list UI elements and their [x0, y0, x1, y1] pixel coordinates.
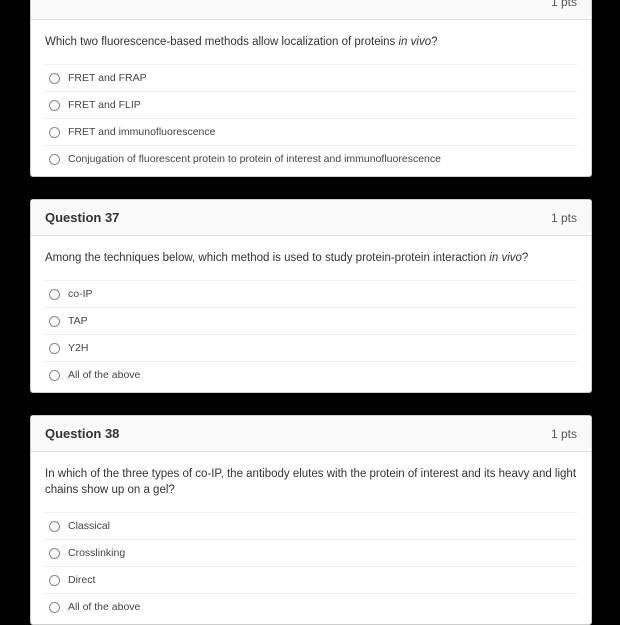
question-text: Among the techniques below, which method… — [45, 250, 577, 266]
home-indicator — [255, 578, 365, 582]
option-row[interactable]: All of the above — [45, 593, 577, 620]
radio-icon[interactable] — [49, 127, 60, 138]
radio-icon[interactable] — [49, 316, 60, 327]
option-label: TAP — [68, 315, 88, 327]
radio-icon[interactable] — [49, 575, 60, 586]
question-title: Question 38 — [45, 426, 119, 441]
radio-icon[interactable] — [49, 602, 60, 613]
option-label: FRET and immunofluorescence — [68, 126, 215, 138]
question-body: Which two fluorescence-based methods all… — [31, 20, 591, 176]
radio-icon[interactable] — [49, 521, 60, 532]
option-label: FRET and FLIP — [68, 99, 141, 111]
question-text-part: ? — [522, 252, 528, 264]
question-text-italic: in vivo — [399, 36, 432, 48]
question-card-36: . 1 pts Which two fluorescence-based met… — [30, 0, 592, 177]
question-points: 1 pts — [551, 211, 577, 225]
question-header: . 1 pts — [31, 0, 591, 20]
question-text-part: Among the techniques below, which method… — [45, 252, 489, 264]
question-points: 1 pts — [551, 427, 577, 441]
radio-icon[interactable] — [49, 73, 60, 84]
option-label: All of the above — [68, 369, 140, 381]
question-card-37: Question 37 1 pts Among the techniques b… — [30, 199, 592, 393]
option-label: Crosslinking — [68, 547, 125, 559]
question-text: In which of the three types of co-IP, th… — [45, 466, 577, 498]
radio-icon[interactable] — [49, 548, 60, 559]
option-row[interactable]: All of the above — [45, 361, 577, 388]
option-row[interactable]: co-IP — [45, 280, 577, 307]
option-row[interactable]: FRET and FLIP — [45, 91, 577, 118]
option-label: Y2H — [68, 342, 88, 354]
option-row[interactable]: FRET and immunofluorescence — [45, 118, 577, 145]
radio-icon[interactable] — [49, 154, 60, 165]
radio-icon[interactable] — [49, 343, 60, 354]
question-header: Question 37 1 pts — [31, 200, 591, 236]
question-header: Question 38 1 pts — [31, 416, 591, 452]
radio-icon[interactable] — [49, 100, 60, 111]
radio-icon[interactable] — [49, 289, 60, 300]
option-row[interactable]: Crosslinking — [45, 539, 577, 566]
option-label: Conjugation of fluorescent protein to pr… — [68, 153, 441, 165]
question-title: Question 37 — [45, 210, 119, 225]
question-text-part: Which two fluorescence-based methods all… — [45, 36, 399, 48]
question-body: In which of the three types of co-IP, th… — [31, 452, 591, 624]
option-label: co-IP — [68, 288, 93, 300]
question-text-italic: in vivo — [489, 252, 522, 264]
question-card-38: Question 38 1 pts In which of the three … — [30, 415, 592, 625]
option-row[interactable]: TAP — [45, 307, 577, 334]
option-label: All of the above — [68, 601, 140, 613]
option-row[interactable]: FRET and FRAP — [45, 64, 577, 91]
question-text: Which two fluorescence-based methods all… — [45, 34, 577, 50]
option-label: FRET and FRAP — [68, 72, 147, 84]
question-points: 1 pts — [551, 0, 577, 9]
option-row[interactable]: Y2H — [45, 334, 577, 361]
question-text-part: ? — [431, 36, 437, 48]
option-label: Classical — [68, 520, 110, 532]
question-body: Among the techniques below, which method… — [31, 236, 591, 392]
radio-icon[interactable] — [49, 370, 60, 381]
option-row[interactable]: Classical — [45, 512, 577, 539]
option-row[interactable]: Conjugation of fluorescent protein to pr… — [45, 145, 577, 172]
